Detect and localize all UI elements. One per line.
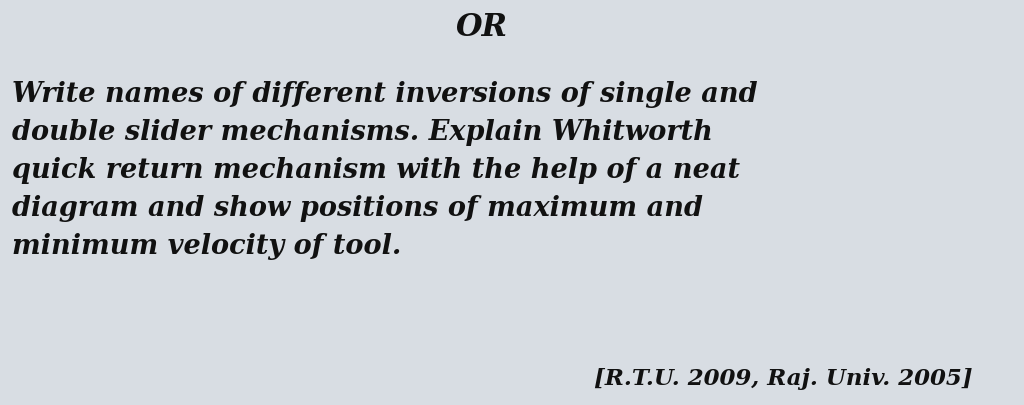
Text: OR: OR bbox=[456, 12, 507, 43]
Text: Write names of different inversions of single and
double slider mechanisms. Expl: Write names of different inversions of s… bbox=[12, 81, 758, 259]
Text: [R.T.U. 2009, Raj. Univ. 2005]: [R.T.U. 2009, Raj. Univ. 2005] bbox=[594, 367, 973, 389]
